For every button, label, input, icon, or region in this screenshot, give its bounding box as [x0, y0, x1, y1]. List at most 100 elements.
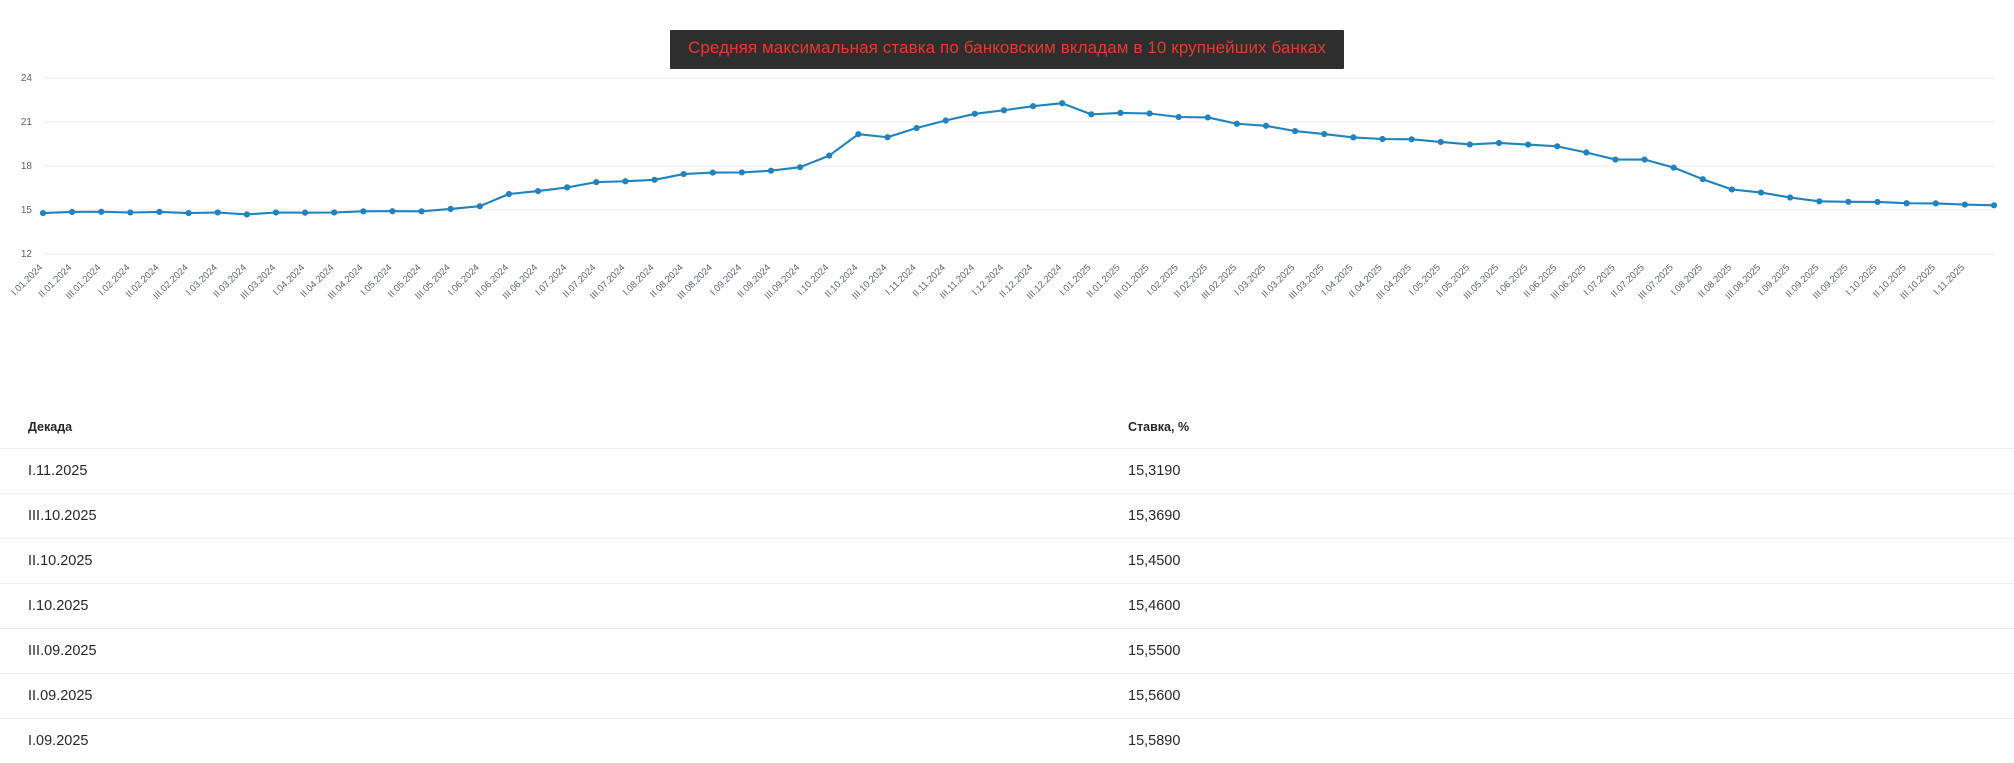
chart-gridlines — [43, 78, 1994, 254]
data-point[interactable] — [622, 178, 628, 184]
data-point[interactable] — [477, 203, 483, 209]
data-point[interactable] — [302, 210, 308, 216]
y-axis-tick-label: 15 — [21, 205, 33, 216]
data-point[interactable] — [1962, 201, 1968, 207]
y-axis-tick-label: 21 — [21, 117, 33, 128]
data-point[interactable] — [186, 210, 192, 216]
data-point[interactable] — [1904, 200, 1910, 206]
data-point[interactable] — [1059, 100, 1065, 106]
y-axis-tick-label: 24 — [21, 73, 33, 84]
data-point[interactable] — [331, 209, 337, 215]
cell-rate: 15,5890 — [1128, 719, 2014, 763]
data-point[interactable] — [1700, 176, 1706, 182]
data-point[interactable] — [739, 169, 745, 175]
cell-decade: II.09.2025 — [0, 674, 1128, 719]
data-point[interactable] — [418, 208, 424, 214]
data-point[interactable] — [1758, 189, 1764, 195]
rate-series-markers — [40, 100, 1997, 217]
data-point[interactable] — [768, 168, 774, 174]
cell-rate: 15,3690 — [1128, 494, 2014, 539]
data-point[interactable] — [1787, 194, 1793, 200]
data-point[interactable] — [215, 209, 221, 215]
cell-decade: I.11.2025 — [0, 449, 1128, 494]
column-header-rate[interactable]: Ставка, % — [1128, 420, 2014, 449]
data-point[interactable] — [1583, 149, 1589, 155]
rates-table-head: Декада Ставка, % — [0, 420, 2014, 449]
data-point[interactable] — [1467, 141, 1473, 147]
data-point[interactable] — [564, 184, 570, 190]
data-point[interactable] — [1088, 111, 1094, 117]
data-point[interactable] — [972, 111, 978, 117]
chart-x-axis-labels: I.01.2024II.01.2024III.01.2024I.02.2024I… — [9, 262, 1967, 302]
cell-rate: 15,3190 — [1128, 449, 2014, 494]
data-point[interactable] — [1816, 198, 1822, 204]
data-point[interactable] — [535, 188, 541, 194]
chart-title-box: Средняя максимальная ставка по банковски… — [670, 30, 1344, 69]
data-point[interactable] — [1496, 140, 1502, 146]
data-point[interactable] — [1671, 165, 1677, 171]
data-point[interactable] — [127, 209, 133, 215]
data-point[interactable] — [855, 131, 861, 137]
y-axis-tick-label: 12 — [21, 249, 33, 260]
data-point[interactable] — [913, 125, 919, 131]
column-header-decade[interactable]: Декада — [0, 420, 1128, 449]
data-point[interactable] — [1845, 199, 1851, 205]
data-point[interactable] — [943, 117, 949, 123]
data-point[interactable] — [1438, 139, 1444, 145]
data-point[interactable] — [710, 170, 716, 176]
data-point[interactable] — [156, 209, 162, 215]
cell-rate: 15,5600 — [1128, 674, 2014, 719]
data-point[interactable] — [1234, 121, 1240, 127]
data-point[interactable] — [1641, 156, 1647, 162]
cell-decade: III.09.2025 — [0, 629, 1128, 674]
chart-y-axis-labels: 12 15 18 21 24 — [21, 73, 33, 260]
data-point[interactable] — [1030, 103, 1036, 109]
data-point[interactable] — [1117, 110, 1123, 116]
data-point[interactable] — [1554, 143, 1560, 149]
cell-decade: II.10.2025 — [0, 539, 1128, 584]
data-point[interactable] — [1933, 200, 1939, 206]
data-point[interactable] — [1321, 131, 1327, 137]
data-point[interactable] — [1874, 199, 1880, 205]
data-point[interactable] — [1379, 136, 1385, 142]
data-point[interactable] — [884, 134, 890, 140]
cell-decade: I.09.2025 — [0, 719, 1128, 763]
data-point[interactable] — [1350, 134, 1356, 140]
data-point[interactable] — [1525, 141, 1531, 147]
data-point[interactable] — [681, 171, 687, 177]
data-point[interactable] — [651, 177, 657, 183]
cell-rate: 15,5500 — [1128, 629, 2014, 674]
data-point[interactable] — [1001, 107, 1007, 113]
data-point[interactable] — [98, 209, 104, 215]
data-point[interactable] — [389, 208, 395, 214]
data-point[interactable] — [273, 209, 279, 215]
data-point[interactable] — [826, 152, 832, 158]
data-point[interactable] — [506, 191, 512, 197]
data-point[interactable] — [69, 209, 75, 215]
data-point[interactable] — [1991, 202, 1997, 208]
cell-rate: 15,4500 — [1128, 539, 2014, 584]
data-point[interactable] — [360, 208, 366, 214]
data-point[interactable] — [1409, 136, 1415, 142]
data-point[interactable] — [1612, 156, 1618, 162]
data-point[interactable] — [1205, 114, 1211, 120]
data-point[interactable] — [797, 164, 803, 170]
data-point[interactable] — [593, 179, 599, 185]
data-point[interactable] — [40, 210, 46, 216]
data-point[interactable] — [1263, 123, 1269, 129]
data-point[interactable] — [244, 211, 250, 217]
x-axis-tick-label: I.11.2025 — [1932, 262, 1967, 297]
data-point[interactable] — [448, 206, 454, 212]
data-point[interactable] — [1146, 110, 1152, 116]
chart-canvas: 12 15 18 21 24 I.01.2024II.01.2024III.01.202… — [0, 66, 2014, 396]
data-point[interactable] — [1729, 186, 1735, 192]
y-axis-tick-label: 18 — [21, 161, 33, 172]
data-point[interactable] — [1292, 128, 1298, 134]
data-point[interactable] — [1176, 114, 1182, 120]
